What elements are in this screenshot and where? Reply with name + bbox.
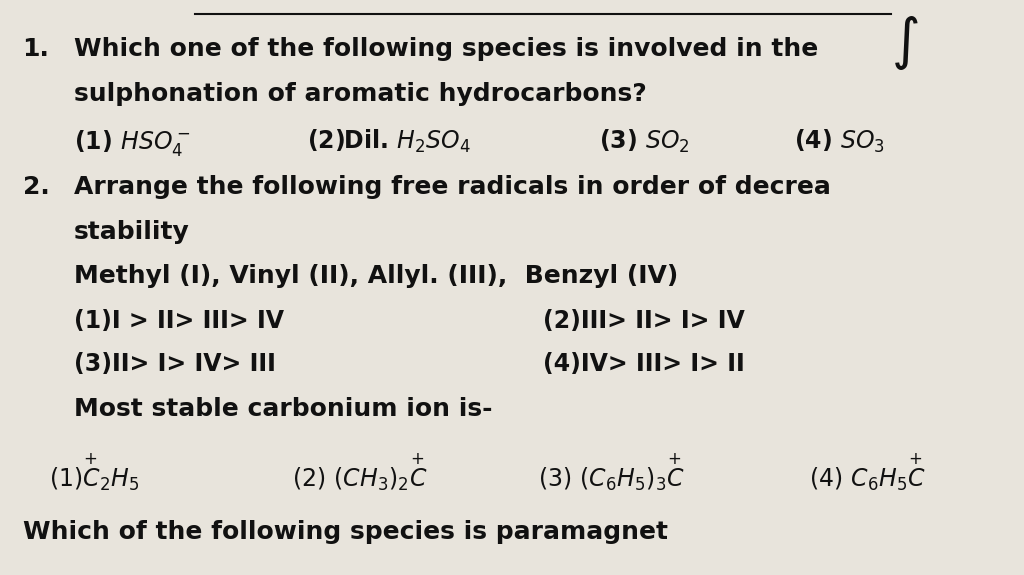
Text: 2.: 2. [23,175,49,200]
Text: Arrange the following free radicals in order of decrea: Arrange the following free radicals in o… [74,175,830,200]
Text: $\int$: $\int$ [891,14,919,72]
Text: $(3)$ $(C_6H_5)_3\overset{+}{C}$: $(3)$ $(C_6H_5)_3\overset{+}{C}$ [538,451,684,493]
Text: stability: stability [74,220,189,244]
Text: sulphonation of aromatic hydrocarbons?: sulphonation of aromatic hydrocarbons? [74,82,646,106]
Text: (2)III> II> I> IV: (2)III> II> I> IV [543,309,744,333]
Text: $(4)$ $C_6H_5\overset{+}{C}$: $(4)$ $C_6H_5\overset{+}{C}$ [809,451,926,493]
Text: 1.: 1. [23,37,49,62]
Text: (4)IV> III> I> II: (4)IV> III> I> II [543,352,744,376]
Text: (2)Dil. $H_2SO_4$: (2)Dil. $H_2SO_4$ [307,128,471,155]
Text: Methyl (I), Vinyl (II), Allyl. (III),  Benzyl (IV): Methyl (I), Vinyl (II), Allyl. (III), Be… [74,264,678,289]
Text: Which one of the following species is involved in the: Which one of the following species is in… [74,37,818,62]
Text: (1)I > II> III> IV: (1)I > II> III> IV [74,309,284,333]
Text: (3) $SO_2$: (3) $SO_2$ [599,128,690,155]
Text: (1) $HSO_4^-$: (1) $HSO_4^-$ [74,128,190,158]
Text: Most stable carbonium ion is-: Most stable carbonium ion is- [74,397,493,421]
Text: $(1)\overset{+}{C}_2H_5$: $(1)\overset{+}{C}_2H_5$ [49,451,139,493]
Text: (4) $SO_3$: (4) $SO_3$ [794,128,885,155]
Text: (3)II> I> IV> III: (3)II> I> IV> III [74,352,275,376]
Text: $(2)$ $(CH_3)_2\overset{+}{C}$: $(2)$ $(CH_3)_2\overset{+}{C}$ [292,451,427,493]
Text: Which of the following species is paramagnet: Which of the following species is parama… [23,520,668,545]
